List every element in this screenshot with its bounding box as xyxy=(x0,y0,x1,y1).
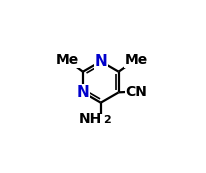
Text: N: N xyxy=(94,54,107,69)
Text: 2: 2 xyxy=(103,115,110,125)
Text: N: N xyxy=(76,85,89,100)
Text: Me: Me xyxy=(124,53,147,67)
Text: NH: NH xyxy=(78,112,102,126)
Text: Me: Me xyxy=(56,53,79,67)
Text: CN: CN xyxy=(125,85,147,99)
